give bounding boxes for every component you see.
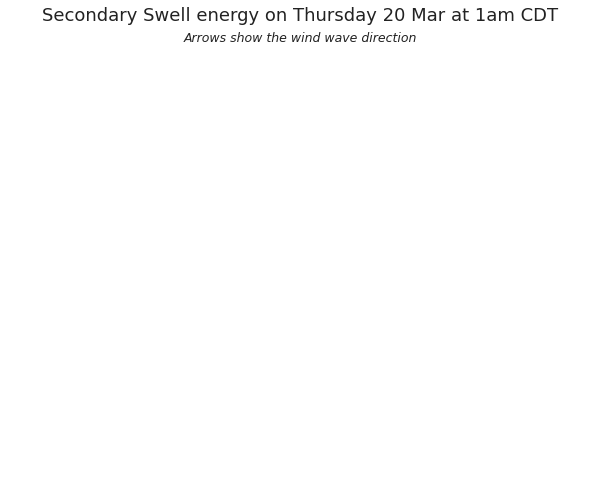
Text: Arrows show the wind wave direction: Arrows show the wind wave direction (184, 32, 417, 44)
Text: (map requires cartopy): (map requires cartopy) (205, 260, 396, 277)
Text: Secondary Swell energy on Thursday 20 Mar at 1am CDT: Secondary Swell energy on Thursday 20 Ma… (43, 7, 558, 24)
